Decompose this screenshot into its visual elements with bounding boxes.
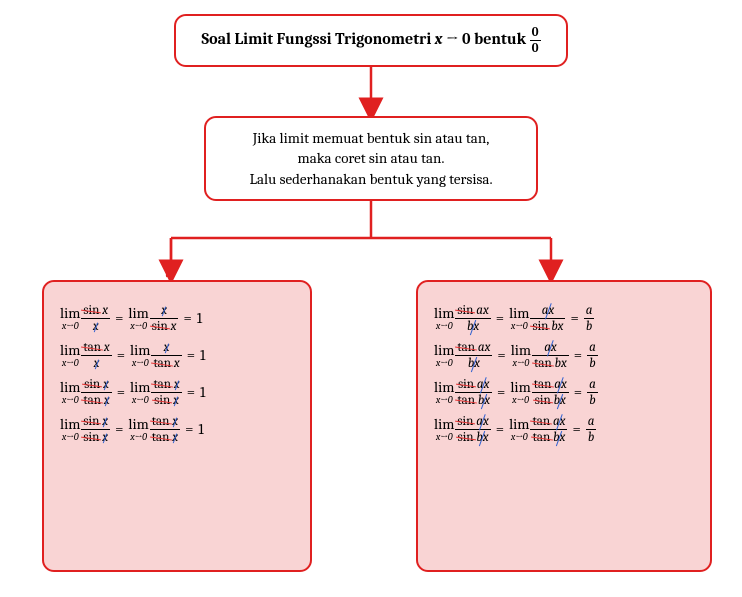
frac-num: 0 bbox=[530, 26, 541, 41]
step-line2: maka coret sin atau tan. bbox=[220, 148, 522, 168]
frac-den: 0 bbox=[530, 41, 541, 55]
limit-row: limx→0sin axbx=limx→0axsin bx=ab bbox=[434, 304, 694, 333]
limit-row: limx→0tan xx=limx→0xtan x=1 bbox=[60, 341, 294, 370]
formula-box-right: limx→0sin axbx=limx→0axsin bx=ab limx→0ta… bbox=[416, 280, 712, 572]
limit-row: limx→0sin xtan x=limx→0tan xsin x=1 bbox=[60, 378, 294, 407]
limit-row: limx→0sin axsin bx=limx→0tan axtan bx=ab bbox=[434, 415, 694, 444]
title-pre: Soal Limit Fungssi Trigonometri bbox=[201, 30, 434, 48]
title-arrow: → 0 bentuk bbox=[442, 30, 529, 48]
limit-row: limx→0sin xx=limx→0xsin x=1 bbox=[60, 304, 294, 333]
formula-box-left: limx→0sin xx=limx→0xsin x=1 limx→0tan xx=… bbox=[42, 280, 312, 572]
instruction-node: Jika limit memuat bentuk sin atau tan, m… bbox=[204, 116, 538, 201]
limit-row: limx→0sin xsin x=limx→0tan xtan x=1 bbox=[60, 415, 294, 444]
title-frac: 00 bbox=[530, 26, 541, 55]
step-line1: Jika limit memuat bentuk sin atau tan, bbox=[220, 128, 522, 148]
title-node: Soal Limit Fungssi Trigonometri x → 0 be… bbox=[174, 14, 568, 67]
step-line3: Lalu sederhanakan bentuk yang tersisa. bbox=[220, 169, 522, 189]
limit-row: limx→0sin axtan bx=limx→0tan axsin bx=ab bbox=[434, 378, 694, 407]
title-text: Soal Limit Fungssi Trigonometri x → 0 be… bbox=[201, 30, 540, 48]
limit-row: limx→0tan axbx=limx→0axtan bx=ab bbox=[434, 341, 694, 370]
